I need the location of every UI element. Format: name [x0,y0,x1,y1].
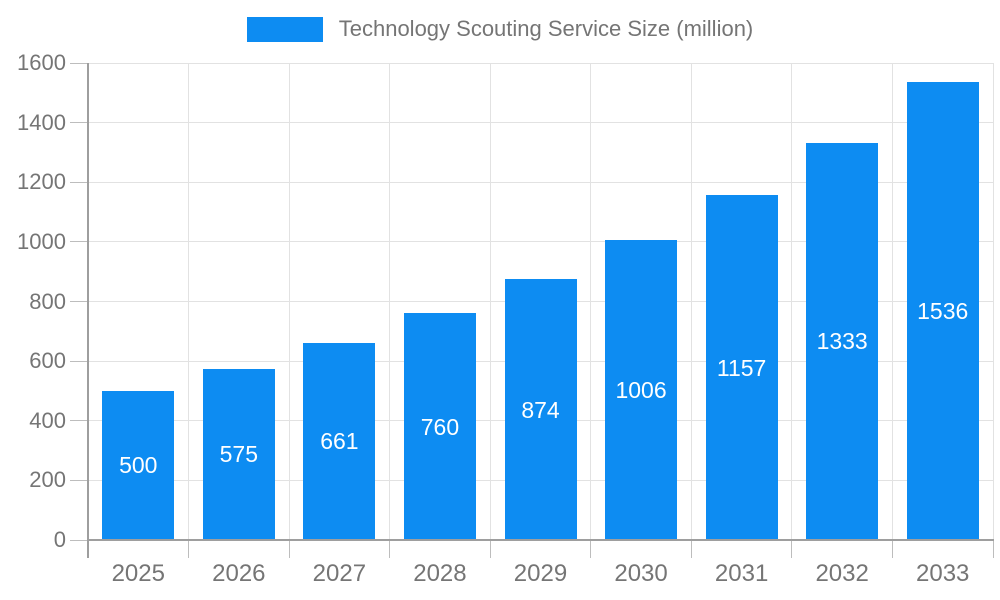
bar-value-label: 760 [420,413,460,440]
bar-2032: 1333 [806,142,879,540]
gridline-horizontal [88,62,993,64]
y-axis-tick [70,420,88,422]
legend-swatch [246,16,323,42]
legend: Technology Scouting Service Size (millio… [0,16,1000,42]
bar-2033: 1536 [906,82,979,540]
gridline-horizontal [88,181,993,183]
y-axis-tick [70,122,88,124]
y-axis-line [87,63,89,558]
bar-value-label: 1006 [615,377,667,404]
gridline-vertical [690,63,692,540]
x-axis-tick [891,540,893,558]
x-axis-label: 2029 [513,560,568,587]
bar-2031: 1157 [705,195,778,540]
gridline-vertical [389,63,391,540]
x-axis-tick [389,540,391,558]
x-axis-label: 2030 [614,560,668,587]
x-axis-tick [288,540,290,558]
bar-value-label: 661 [320,428,359,455]
bar-2030: 1006 [605,240,678,540]
x-axis-label: 2032 [815,560,869,587]
y-axis-label: 800 [29,288,66,314]
y-axis-tick [70,360,88,362]
gridline-vertical [791,63,793,540]
x-axis-label: 2026 [212,560,266,587]
gridline-vertical [188,63,190,540]
y-axis-tick [70,539,88,541]
bar-2028: 760 [403,313,476,540]
bar-value-label: 575 [219,441,259,468]
y-axis-tick [70,301,88,302]
bar-2029: 874 [504,279,577,540]
y-axis-tick [70,62,88,64]
x-axis-label: 2031 [714,560,769,587]
gridline-vertical [992,63,994,540]
bar-2026: 575 [202,368,275,540]
x-axis-label: 2033 [916,560,970,587]
bar-value-label: 1536 [917,298,969,325]
bar-value-label: 1157 [716,354,767,381]
y-axis-label: 1000 [17,228,66,254]
bar-value-label: 500 [119,452,158,479]
y-axis-tick [70,479,88,481]
gridline-horizontal [88,122,993,124]
gridline-vertical [590,63,592,540]
x-axis-tick [791,540,793,558]
x-axis-label: 2027 [312,560,367,587]
y-axis-label: 400 [29,407,66,433]
gridline-vertical [489,63,491,540]
x-axis-tick [590,540,592,558]
x-axis-tick [489,540,491,558]
gridline-horizontal [88,241,993,243]
y-axis-tick [70,181,88,183]
y-axis-label: 1400 [17,109,66,135]
x-axis-tick [188,540,190,558]
y-axis-label: 1600 [17,50,66,75]
bar-value-label: 1333 [816,328,868,355]
bar-value-label: 874 [521,396,560,423]
legend-label: Technology Scouting Service Size (millio… [338,16,754,41]
x-axis-line [87,539,994,541]
plot-area: 0 200 400 600 800 1000 1200 1400 1600 500 2025 575 2… [17,50,994,587]
x-axis-tick [690,540,692,558]
x-axis-label: 2028 [413,560,467,587]
y-axis-label: 600 [29,348,66,374]
y-axis-label: 0 [53,527,66,552]
x-axis-label: 2025 [111,560,165,587]
gridline-vertical [891,63,893,540]
bar-2025: 500 [102,390,175,540]
y-axis-label: 1200 [17,169,66,195]
bar-2027: 661 [303,342,376,540]
legend-item[interactable]: Technology Scouting Service Size (millio… [246,16,754,42]
x-axis-tick [992,540,994,558]
y-axis-tick [70,241,88,243]
y-axis-label: 200 [29,467,66,493]
gridline-vertical [288,63,290,540]
